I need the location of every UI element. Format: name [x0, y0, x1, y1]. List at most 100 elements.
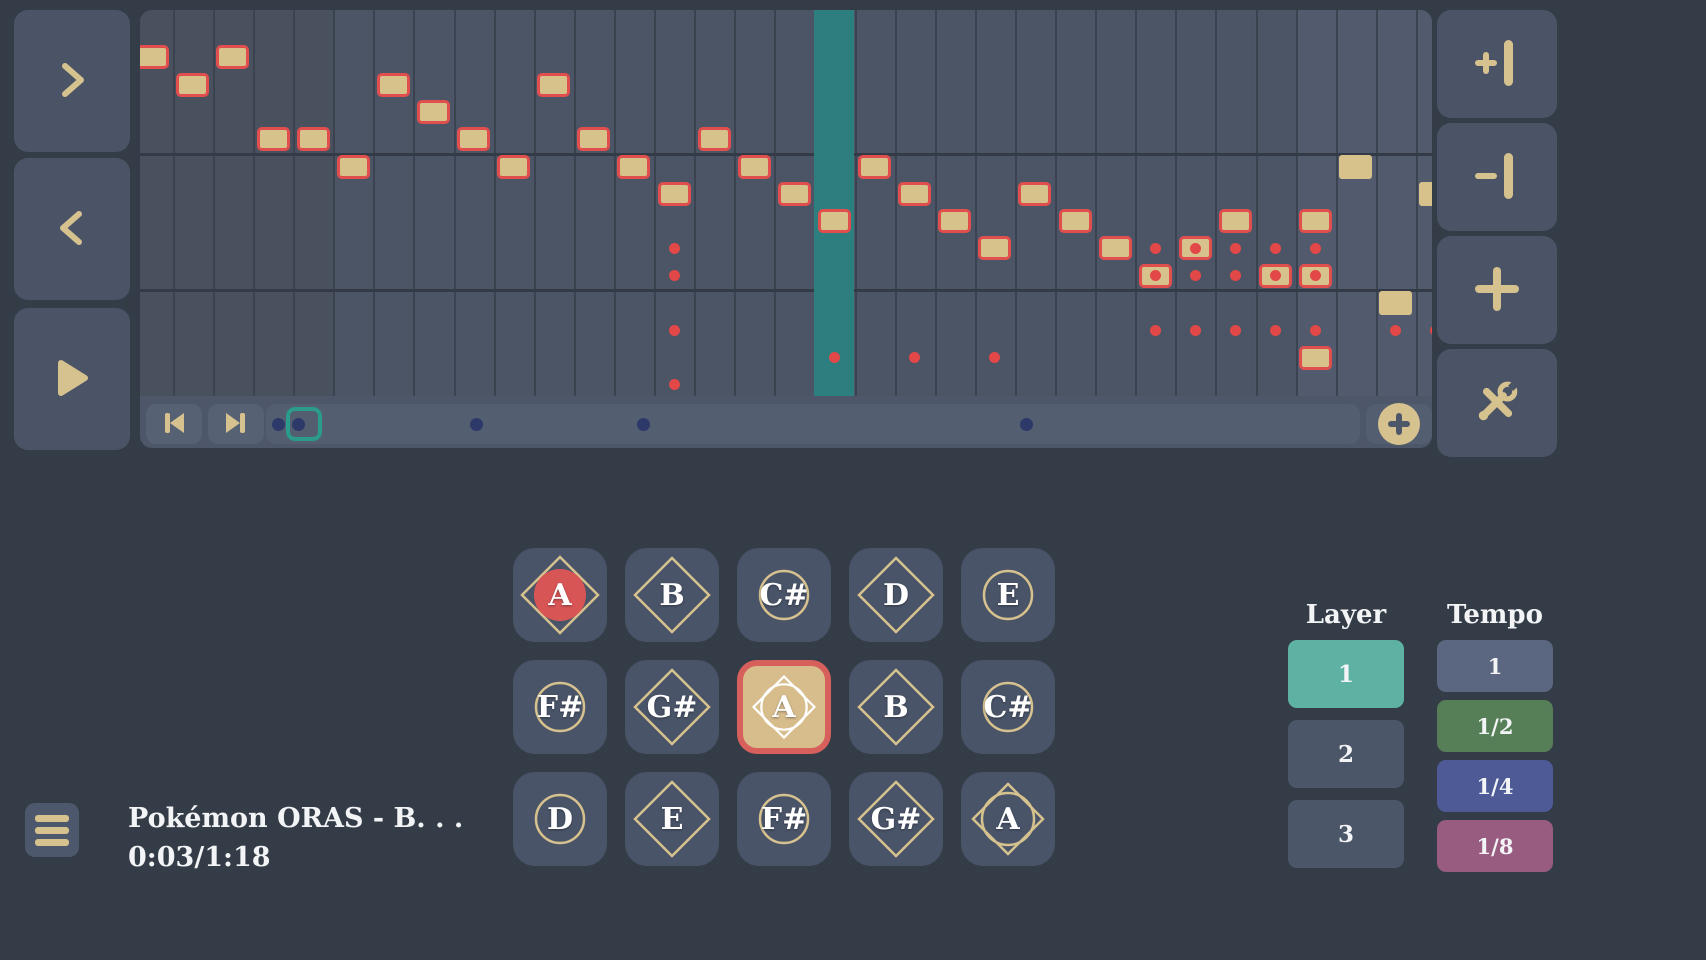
- tempo-button-1-4[interactable]: 1/4: [1437, 760, 1553, 812]
- note-key-E[interactable]: E: [961, 548, 1055, 642]
- layer-dot: [1189, 324, 1201, 336]
- roll-note[interactable]: [140, 45, 170, 70]
- tempo-button-1[interactable]: 1: [1437, 640, 1553, 692]
- layer-dot: [668, 242, 680, 254]
- layer-dot: [668, 379, 680, 391]
- roll-note[interactable]: [1098, 236, 1132, 261]
- roll-note[interactable]: [938, 209, 972, 234]
- layer-dot: [1270, 242, 1282, 254]
- roll-note[interactable]: [376, 72, 410, 97]
- roll-column: [453, 10, 494, 396]
- note-key-B[interactable]: B: [849, 660, 943, 754]
- roll-note[interactable]: [577, 127, 611, 152]
- roll-note[interactable]: [1018, 181, 1052, 206]
- previous-page-button[interactable]: [14, 158, 130, 300]
- note-layer-dot: [1149, 270, 1161, 282]
- roll-column: [974, 10, 1015, 396]
- roll-note[interactable]: [216, 45, 250, 70]
- roll-column: [854, 10, 895, 396]
- roll-note[interactable]: [777, 181, 811, 206]
- note-key-Fs[interactable]: F#: [513, 660, 607, 754]
- plus-circle-icon[interactable]: [1378, 403, 1420, 445]
- roll-column: [493, 10, 534, 396]
- note-key-Fs[interactable]: F#: [737, 772, 831, 866]
- note-key-D[interactable]: D: [513, 772, 607, 866]
- roll-note[interactable]: [497, 154, 531, 179]
- roll-note[interactable]: [858, 154, 891, 179]
- timeline-marker-dot: [292, 418, 305, 431]
- roll-column: [1175, 10, 1216, 396]
- skip-to-start-button[interactable]: [146, 404, 202, 444]
- roll-note[interactable]: [416, 99, 450, 124]
- roll-note[interactable]: [336, 154, 370, 179]
- minus-bar-icon: [1471, 148, 1523, 207]
- roll-note[interactable]: [1218, 209, 1252, 234]
- roll-column: [613, 10, 654, 396]
- note-key-Cs[interactable]: C#: [737, 548, 831, 642]
- tools-button[interactable]: [1437, 349, 1557, 457]
- roll-note[interactable]: [1379, 291, 1413, 315]
- note-key-label: A: [772, 689, 796, 725]
- tools-icon: [1472, 377, 1522, 430]
- roll-note[interactable]: [1138, 263, 1172, 288]
- tempo-panel-title: Tempo: [1447, 600, 1543, 630]
- roll-column: [533, 10, 574, 396]
- roll-note[interactable]: [1178, 236, 1212, 261]
- roll-column: [333, 10, 374, 396]
- note-key-Cs[interactable]: C#: [961, 660, 1055, 754]
- layer-dot: [1149, 324, 1161, 336]
- add-page-button[interactable]: [1437, 236, 1557, 344]
- note-key-A[interactable]: A: [961, 772, 1055, 866]
- roll-note[interactable]: [1339, 154, 1373, 179]
- roll-note[interactable]: [697, 127, 731, 152]
- tempo-button-1-8[interactable]: 1/8: [1437, 820, 1553, 872]
- roll-note[interactable]: [1299, 209, 1333, 234]
- roll-column: [934, 10, 975, 396]
- menu-button[interactable]: [25, 803, 79, 857]
- layer-dot: [1189, 270, 1201, 282]
- roll-note[interactable]: [817, 209, 851, 234]
- roll-note[interactable]: [1299, 263, 1333, 288]
- roll-note[interactable]: [256, 127, 290, 152]
- tempo-button-1-2[interactable]: 1/2: [1437, 700, 1553, 752]
- note-key-E[interactable]: E: [625, 772, 719, 866]
- note-key-B[interactable]: B: [625, 548, 719, 642]
- timeline-viewport-box[interactable]: [286, 407, 322, 441]
- piano-roll: [140, 10, 1432, 448]
- layer-dot: [668, 270, 680, 282]
- skip-start-icon: [161, 410, 187, 439]
- roll-note[interactable]: [1259, 263, 1292, 288]
- roll-note[interactable]: [617, 154, 651, 179]
- roll-column: [1255, 10, 1296, 396]
- layer-button-2[interactable]: 2: [1288, 720, 1404, 788]
- note-key-D[interactable]: D: [849, 548, 943, 642]
- note-key-Gs[interactable]: G#: [849, 772, 943, 866]
- remove-column-button[interactable]: [1437, 123, 1557, 231]
- layer-dot: [1430, 324, 1432, 336]
- timeline-scrubber[interactable]: [266, 404, 1360, 444]
- roll-note[interactable]: [898, 181, 932, 206]
- layer-button-1[interactable]: 1: [1288, 640, 1404, 708]
- roll-note[interactable]: [296, 127, 330, 152]
- layer-dot: [989, 352, 1001, 364]
- layer-button-3[interactable]: 3: [1288, 800, 1404, 868]
- roll-note[interactable]: [176, 72, 210, 97]
- note-key-Gs[interactable]: G#: [625, 660, 719, 754]
- roll-grid[interactable]: [140, 10, 1432, 396]
- roll-note[interactable]: [1419, 181, 1432, 206]
- roll-note[interactable]: [737, 154, 771, 179]
- add-column-button[interactable]: [1437, 10, 1557, 118]
- roll-note[interactable]: [978, 236, 1012, 261]
- next-page-button[interactable]: [14, 10, 130, 152]
- roll-note[interactable]: [457, 127, 490, 152]
- roll-note[interactable]: [1299, 345, 1333, 370]
- roll-note[interactable]: [537, 72, 571, 97]
- skip-to-end-button[interactable]: [208, 404, 264, 444]
- note-key-A[interactable]: A: [737, 660, 831, 754]
- roll-note[interactable]: [657, 181, 691, 206]
- play-button[interactable]: [14, 308, 130, 450]
- timeline-marker-dot: [1020, 418, 1033, 431]
- roll-note[interactable]: [1058, 209, 1092, 234]
- note-key-A[interactable]: A: [513, 548, 607, 642]
- plus-icon: [1471, 263, 1523, 318]
